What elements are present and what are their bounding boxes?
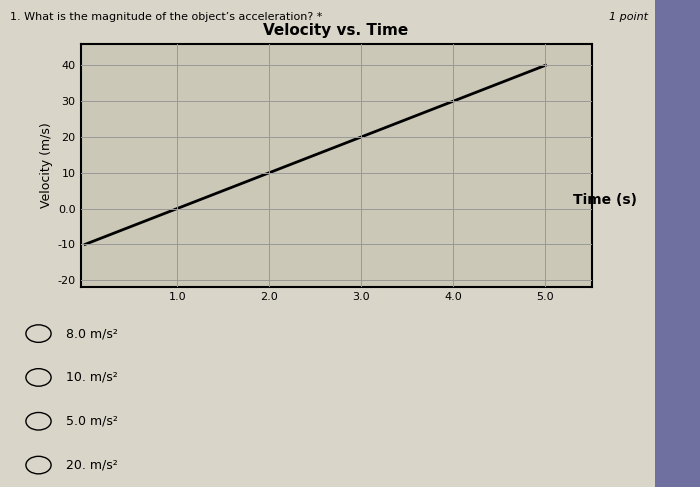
Text: 20. m/s²: 20. m/s² — [66, 459, 118, 471]
Y-axis label: Velocity (m/s): Velocity (m/s) — [41, 123, 53, 208]
Text: Time (s): Time (s) — [573, 192, 637, 206]
Text: 1. What is the magnitude of the object’s acceleration? *: 1. What is the magnitude of the object’s… — [10, 12, 323, 22]
Title: Velocity vs. Time: Velocity vs. Time — [263, 23, 409, 38]
Text: 10. m/s²: 10. m/s² — [66, 371, 118, 384]
Text: 8.0 m/s²: 8.0 m/s² — [66, 327, 118, 340]
Text: 1 point: 1 point — [609, 12, 648, 22]
Text: 5.0 m/s²: 5.0 m/s² — [66, 415, 118, 428]
